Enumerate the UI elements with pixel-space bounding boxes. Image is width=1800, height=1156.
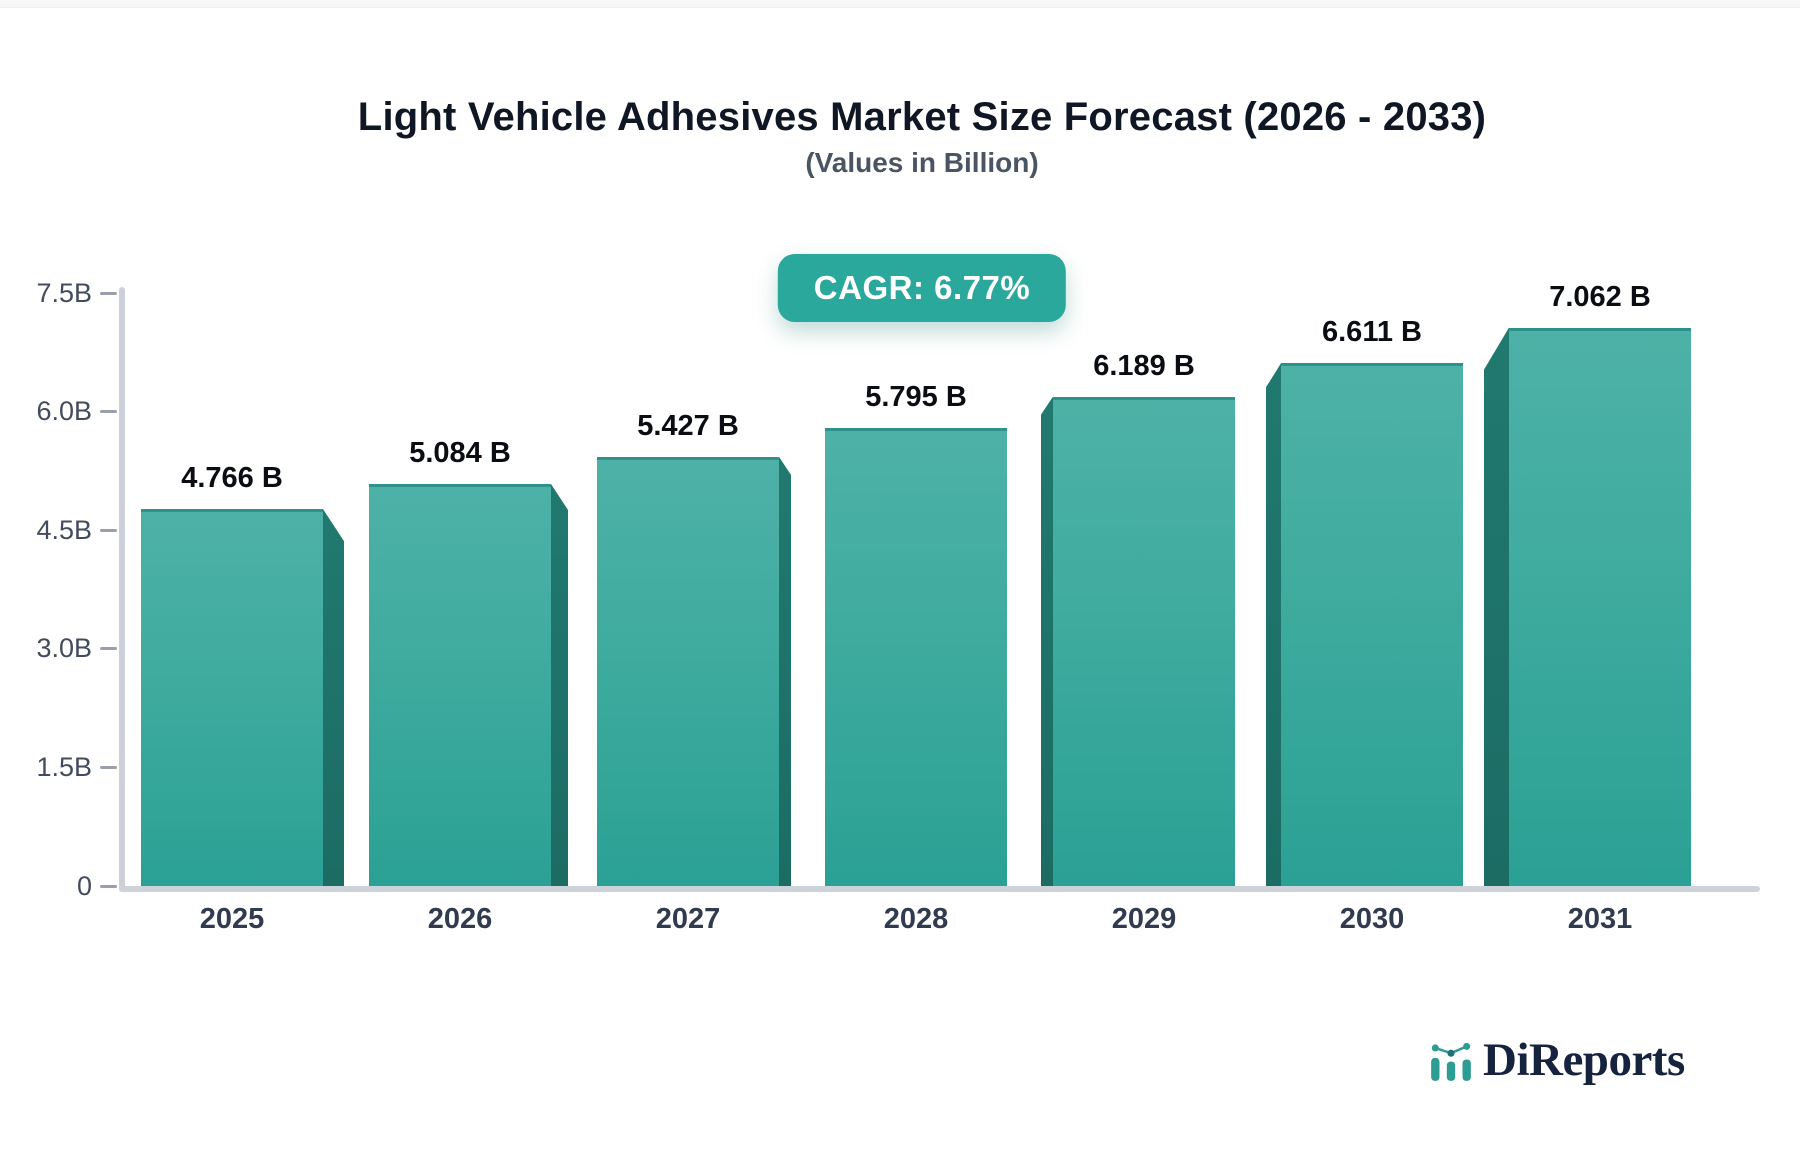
page-top-edge: [0, 0, 1800, 8]
mini-bar-chart-icon: [1431, 1042, 1471, 1081]
chart-subtitle: (Values in Billion): [805, 147, 1039, 178]
y-tick-dash: [100, 884, 117, 888]
bar-value-label: 6.611 B: [1322, 316, 1422, 349]
logo: DiReports: [1428, 1034, 1685, 1086]
bar-3d-bevel: [551, 484, 568, 886]
bar-3d-bevel: [1484, 327, 1509, 886]
y-tick-label: 0: [76, 870, 92, 901]
x-tick-label: 2029: [1111, 903, 1177, 935]
y-tick-dash: [100, 410, 117, 414]
bar-value-label: 6.189 B: [1093, 349, 1195, 382]
cagr-badge: CAGR: 6.77%: [777, 254, 1067, 322]
bar-value-label: 5.427 B: [637, 409, 739, 442]
y-tick-label: 1.5B: [36, 751, 92, 782]
bar-3d-bevel: [779, 456, 791, 886]
bar-3d-bevel: [1266, 363, 1281, 886]
y-tick-dash: [100, 647, 117, 651]
bar-value-label: 4.766 B: [181, 462, 283, 495]
bar-2031: [1484, 327, 1691, 886]
bar-face: [825, 427, 1007, 886]
x-tick-label: 2028: [883, 903, 949, 935]
x-tick-label: 2027: [655, 903, 721, 935]
x-tick-label: 2031: [1567, 903, 1633, 935]
x-tick-label: 2026: [427, 903, 493, 935]
bar-face: [597, 456, 779, 886]
logo-text: DiReports: [1483, 1034, 1685, 1086]
x-axis-line: [119, 886, 1760, 892]
y-tick-dash: [100, 765, 117, 769]
bar-2026: [369, 484, 568, 886]
bar-value-label: 7.062 B: [1549, 280, 1651, 313]
y-tick-dash: [100, 291, 117, 295]
bar-2028: [825, 427, 1007, 886]
bar-face: [1509, 327, 1691, 886]
bar-face: [141, 509, 323, 886]
bar-3d-bevel: [323, 509, 344, 886]
bar-face: [369, 484, 551, 886]
y-tick-label: 4.5B: [36, 514, 92, 545]
bar-face: [1053, 396, 1235, 886]
bar-face: [1281, 363, 1463, 886]
chart-title: Light Vehicle Adhesives Market Size Fore…: [357, 95, 1487, 139]
bar-2029: [1041, 396, 1235, 886]
bar-2027: [597, 456, 791, 886]
bar-2025: [141, 509, 344, 886]
bar-value-label: 5.084 B: [409, 437, 511, 469]
bar-2030: [1266, 363, 1463, 886]
y-tick-label: 3.0B: [36, 633, 92, 664]
bar-3d-bevel: [1041, 396, 1053, 886]
x-tick-label: 2025: [199, 903, 265, 935]
y-tick-dash: [100, 528, 117, 532]
x-tick-label: 2030: [1339, 903, 1405, 935]
y-tick-label: 6.0B: [36, 396, 92, 427]
y-axis-line: [119, 287, 125, 892]
y-tick-label: 7.5B: [36, 277, 92, 308]
bar-value-label: 5.795 B: [865, 380, 967, 413]
